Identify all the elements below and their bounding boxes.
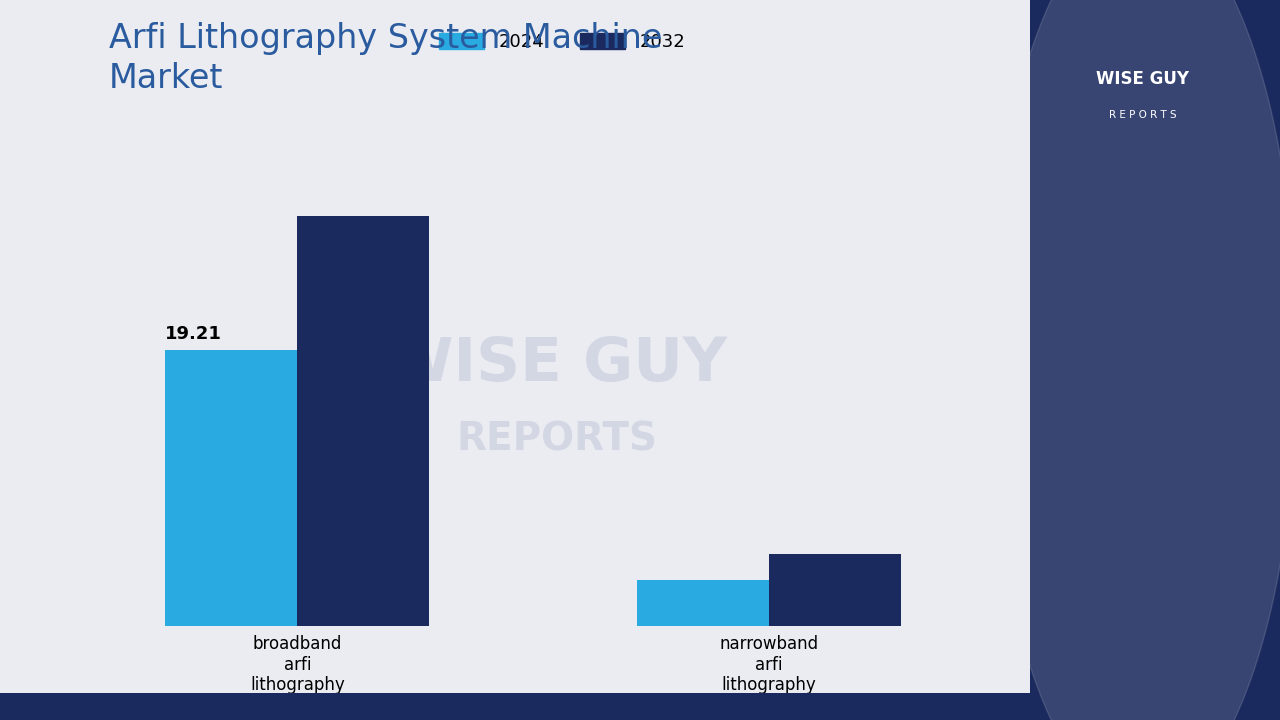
Text: 19.21: 19.21 [165,325,221,343]
Bar [637,580,769,626]
Text: Arfi Lithography System Machine
Market: Arfi Lithography System Machine Market [109,22,662,96]
Legend: 2024, 2032: 2024, 2032 [431,26,692,58]
Bar [297,216,430,626]
Bar [769,554,901,626]
Bar [165,350,297,626]
Text: WISE GUY: WISE GUY [1096,71,1189,89]
Circle shape [988,0,1280,720]
Text: WISE GUY: WISE GUY [387,335,727,394]
Text: REPORTS: REPORTS [456,421,658,459]
Text: R E P O R T S: R E P O R T S [1108,110,1176,120]
